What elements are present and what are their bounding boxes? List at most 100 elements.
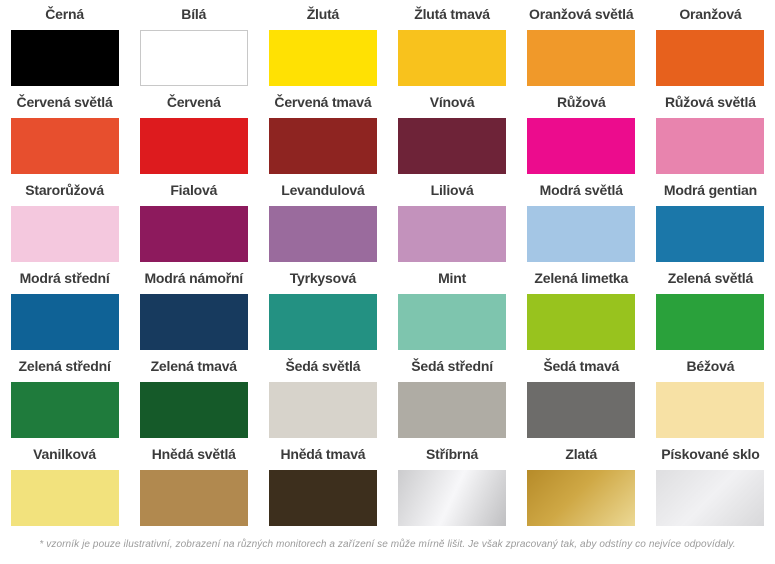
color-swatch-item: Vanilková bbox=[0, 440, 129, 528]
color-name-label: Hnědá tmavá bbox=[280, 446, 366, 462]
color-swatch-item: Vínová bbox=[388, 88, 517, 176]
color-swatch-item: Pískované sklo bbox=[646, 440, 775, 528]
color-swatch-item: Hnědá tmavá bbox=[258, 440, 387, 528]
color-swatch bbox=[398, 206, 507, 262]
color-swatch bbox=[139, 470, 248, 526]
color-swatch bbox=[656, 470, 765, 526]
color-swatch bbox=[139, 294, 248, 350]
color-swatch bbox=[398, 470, 507, 526]
color-name-label: Mint bbox=[438, 270, 467, 286]
color-swatch bbox=[10, 118, 119, 174]
color-swatch-item: Červená světlá bbox=[0, 88, 129, 176]
color-swatch bbox=[139, 118, 248, 174]
color-swatch bbox=[527, 294, 636, 350]
color-swatch bbox=[398, 294, 507, 350]
color-name-label: Vínová bbox=[429, 94, 475, 110]
color-swatch-item: Šedá světlá bbox=[258, 352, 387, 440]
color-swatch-item: Šedá střední bbox=[388, 352, 517, 440]
color-swatch-item: Fialová bbox=[129, 176, 258, 264]
color-swatch bbox=[656, 206, 765, 262]
color-swatch-item: Zelená tmavá bbox=[129, 352, 258, 440]
color-swatch-item: Modrá námořní bbox=[129, 264, 258, 352]
color-swatch bbox=[10, 470, 119, 526]
color-swatch bbox=[268, 30, 377, 86]
color-swatch-item: Tyrkysová bbox=[258, 264, 387, 352]
color-swatch-item: Černá bbox=[0, 0, 129, 88]
color-swatch-item: Žlutá tmavá bbox=[388, 0, 517, 88]
color-swatch-item: Modrá střední bbox=[0, 264, 129, 352]
color-name-label: Zelená limetka bbox=[534, 270, 629, 286]
color-swatch-item: Modrá světlá bbox=[517, 176, 646, 264]
color-swatch bbox=[10, 30, 119, 86]
color-name-label: Zlatá bbox=[565, 446, 598, 462]
color-swatch bbox=[139, 382, 248, 438]
swatch-grid: Černá Bílá Žlutá Žlutá tmavá Oranžová sv… bbox=[0, 0, 775, 528]
color-name-label: Šedá tmavá bbox=[543, 358, 620, 374]
color-swatch bbox=[268, 382, 377, 438]
color-name-label: Růžová světlá bbox=[665, 94, 756, 110]
color-swatch-item: Oranžová světlá bbox=[517, 0, 646, 88]
color-swatch-item: Starorůžová bbox=[0, 176, 129, 264]
color-swatch-item: Modrá gentian bbox=[646, 176, 775, 264]
color-swatch bbox=[656, 294, 765, 350]
color-swatch-item: Zelená limetka bbox=[517, 264, 646, 352]
color-name-label: Modrá gentian bbox=[663, 182, 757, 198]
color-name-label: Oranžová světlá bbox=[529, 6, 634, 22]
color-name-label: Oranžová bbox=[679, 6, 742, 22]
color-swatch bbox=[398, 118, 507, 174]
color-name-label: Modrá světlá bbox=[539, 182, 623, 198]
color-name-label: Hnědá světlá bbox=[151, 446, 236, 462]
color-swatch bbox=[527, 118, 636, 174]
color-swatch-item: Zlatá bbox=[517, 440, 646, 528]
color-swatch-item: Žlutá bbox=[258, 0, 387, 88]
color-swatch-item: Růžová světlá bbox=[646, 88, 775, 176]
color-swatch bbox=[10, 382, 119, 438]
color-name-label: Růžová bbox=[556, 94, 606, 110]
color-name-label: Žlutá tmavá bbox=[414, 6, 490, 22]
color-name-label: Pískované sklo bbox=[661, 446, 760, 462]
color-swatch-item: Bílá bbox=[129, 0, 258, 88]
color-swatch-item: Liliová bbox=[388, 176, 517, 264]
color-name-label: Zelená světlá bbox=[667, 270, 754, 286]
color-name-label: Tyrkysová bbox=[289, 270, 357, 286]
color-swatch-item: Mint bbox=[388, 264, 517, 352]
color-swatch-item: Červená tmavá bbox=[258, 88, 387, 176]
color-swatch bbox=[527, 206, 636, 262]
color-name-label: Liliová bbox=[430, 182, 474, 198]
color-name-label: Červená bbox=[166, 94, 221, 110]
color-name-label: Béžová bbox=[686, 358, 735, 374]
color-swatch bbox=[527, 382, 636, 438]
color-name-label: Zelená tmavá bbox=[150, 358, 238, 374]
color-swatch bbox=[656, 30, 765, 86]
color-name-label: Modrá námořní bbox=[144, 270, 243, 286]
color-name-label: Modrá střední bbox=[19, 270, 110, 286]
color-swatch bbox=[656, 118, 765, 174]
color-swatch-item: Růžová bbox=[517, 88, 646, 176]
color-swatch-item: Béžová bbox=[646, 352, 775, 440]
color-swatch bbox=[268, 294, 377, 350]
color-swatch bbox=[139, 30, 248, 86]
color-swatch bbox=[527, 30, 636, 86]
color-name-label: Zelená střední bbox=[18, 358, 111, 374]
color-swatch-item: Zelená střední bbox=[0, 352, 129, 440]
color-swatch-item: Stříbrná bbox=[388, 440, 517, 528]
color-name-label: Černá bbox=[45, 6, 84, 22]
disclaimer-note: * vzorník je pouze ilustrativní, zobraze… bbox=[39, 539, 736, 550]
color-swatch bbox=[268, 470, 377, 526]
color-swatch bbox=[10, 294, 119, 350]
color-swatch-item: Zelená světlá bbox=[646, 264, 775, 352]
color-name-label: Šedá střední bbox=[411, 358, 493, 374]
color-swatch-item: Červená bbox=[129, 88, 258, 176]
color-swatch-item: Hnědá světlá bbox=[129, 440, 258, 528]
color-name-label: Červená světlá bbox=[16, 94, 113, 110]
color-swatch-item: Levandulová bbox=[258, 176, 387, 264]
color-swatch bbox=[527, 470, 636, 526]
color-swatch bbox=[656, 382, 765, 438]
color-swatch bbox=[268, 206, 377, 262]
color-swatch-item: Šedá tmavá bbox=[517, 352, 646, 440]
color-name-label: Fialová bbox=[170, 182, 218, 198]
color-name-label: Starorůžová bbox=[25, 182, 104, 198]
color-name-label: Žlutá bbox=[306, 6, 340, 22]
color-name-label: Šedá světlá bbox=[285, 358, 361, 374]
color-swatch bbox=[268, 118, 377, 174]
